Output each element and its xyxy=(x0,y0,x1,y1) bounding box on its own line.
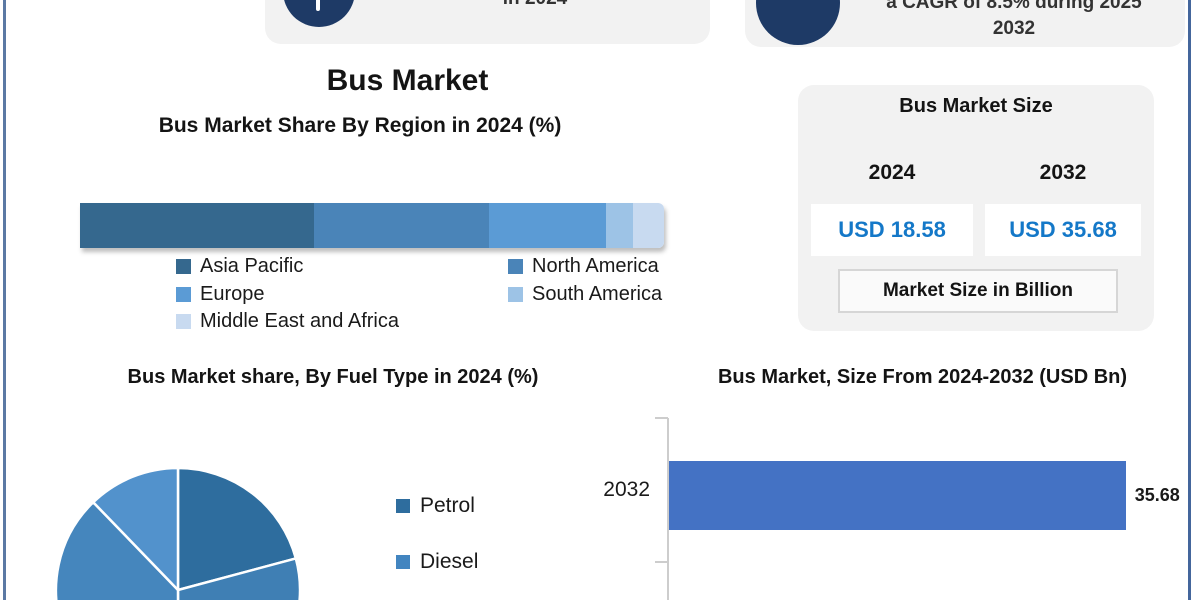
region-chart-title: Bus Market Share By Region in 2024 (%) xyxy=(158,114,562,137)
growth-bar-value: 35.68 xyxy=(1134,485,1180,505)
legend-label: South America xyxy=(532,283,663,305)
growth-chart-y-axis xyxy=(667,418,669,600)
market-size-unit: Market Size in Billion xyxy=(882,280,1074,301)
petrol-swatch-icon xyxy=(396,499,410,513)
year-2032-label: 2032 xyxy=(1039,161,1087,184)
year-2024-label: 2024 xyxy=(868,161,916,184)
legend-label: Asia Pacific xyxy=(200,255,304,277)
growth-category-2032: 2032 xyxy=(603,478,650,501)
legend-label: Diesel xyxy=(420,550,479,573)
stacked-bar-segment xyxy=(488,203,606,248)
cagr-card-text: a CAGR of 8.5% during 2025 2032 xyxy=(848,0,1180,42)
diesel-swatch-icon xyxy=(396,555,410,569)
stacked-bar-segment xyxy=(80,203,314,248)
value-2024-box: USD 18.58 xyxy=(811,204,973,256)
pie-svg xyxy=(54,466,302,600)
stacked-bar-segment xyxy=(313,203,489,248)
pie-slice xyxy=(176,557,302,600)
north-america-swatch-icon xyxy=(508,259,523,274)
market-size-unit-box: Market Size in Billion xyxy=(838,269,1118,313)
europe-swatch-icon xyxy=(176,287,191,302)
region-stacked-bar xyxy=(80,203,664,248)
growth-chart-title: Bus Market, Size From 2024-2032 (USD Bn) xyxy=(717,366,1128,388)
pie-slice xyxy=(92,466,180,592)
legend-label: North America xyxy=(532,255,659,277)
valuation-card-text: in 2024 xyxy=(380,0,690,12)
legend-label: Europe xyxy=(200,283,265,305)
legend-label: Middle East and Africa xyxy=(200,310,399,332)
cagr-line2: 2032 xyxy=(992,18,1036,39)
fuel-chart-title: Bus Market share, By Fuel Type in 2024 (… xyxy=(127,366,539,388)
value-2032: USD 35.68 xyxy=(1009,217,1117,242)
legend-item-asia-pacific: Asia Pacific xyxy=(176,255,303,278)
market-size-title: Bus Market Size xyxy=(899,95,1053,117)
page-title: Bus Market xyxy=(326,64,489,97)
south-america-swatch-icon xyxy=(508,287,523,302)
axis-tick xyxy=(655,561,668,563)
legend-item-petrol: Petrol xyxy=(396,494,475,518)
fuel-pie-chart xyxy=(30,440,330,600)
page-border-frame xyxy=(3,0,1191,600)
stat-icon xyxy=(316,0,320,11)
asia-pacific-swatch-icon xyxy=(176,259,191,274)
middle-east-africa-swatch-icon xyxy=(176,314,191,329)
cagr-line1: a CAGR of 8.5% during 2025 xyxy=(886,0,1142,13)
stacked-bar-segment xyxy=(605,203,634,248)
legend-label: Petrol xyxy=(420,494,475,517)
legend-item-europe: Europe xyxy=(176,283,265,306)
value-2032-box: USD 35.68 xyxy=(985,204,1141,256)
market-size-card: Bus Market Size 2024 2032 USD 18.58 USD … xyxy=(798,85,1154,331)
axis-tick xyxy=(655,417,668,419)
legend-item-middle-east-africa: Middle East and Africa xyxy=(176,310,399,333)
legend-item-south-america: South America xyxy=(508,283,662,306)
legend-item-diesel: Diesel xyxy=(396,550,478,574)
value-2024: USD 18.58 xyxy=(838,217,946,242)
legend-item-north-america: North America xyxy=(508,255,659,278)
pie-slice xyxy=(54,500,180,600)
stacked-bar-segment xyxy=(633,203,664,248)
growth-bar-2032 xyxy=(669,461,1126,530)
growth-plot-area: 35.68 xyxy=(669,461,1181,530)
pie-slice xyxy=(176,466,298,592)
